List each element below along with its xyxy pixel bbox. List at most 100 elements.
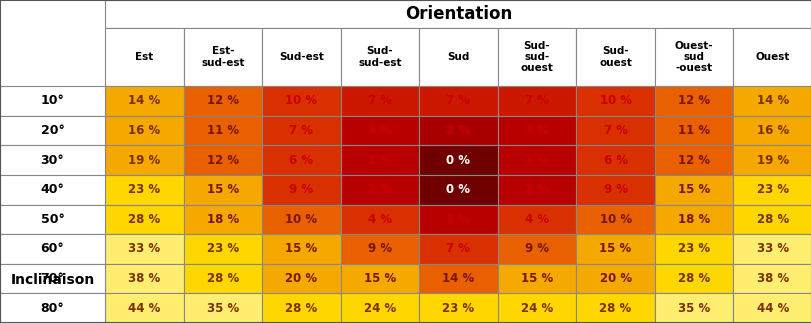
Bar bbox=[341, 204, 418, 234]
Text: 2 %: 2 % bbox=[446, 124, 470, 137]
Text: 28 %: 28 % bbox=[207, 272, 238, 285]
Bar bbox=[732, 204, 811, 234]
Text: 3 %: 3 % bbox=[367, 124, 392, 137]
Bar bbox=[262, 116, 341, 145]
Text: 4 %: 4 % bbox=[525, 213, 548, 226]
Text: 19 %: 19 % bbox=[128, 153, 161, 167]
Text: 28 %: 28 % bbox=[128, 213, 161, 226]
Bar bbox=[341, 264, 418, 293]
Text: 14 %: 14 % bbox=[128, 94, 161, 107]
Bar bbox=[183, 145, 262, 175]
Text: 50°: 50° bbox=[41, 213, 64, 226]
Text: 24 %: 24 % bbox=[521, 302, 552, 315]
Text: 30°: 30° bbox=[41, 153, 64, 167]
Bar bbox=[654, 204, 732, 234]
Bar bbox=[418, 234, 497, 264]
Text: 9 %: 9 % bbox=[603, 183, 627, 196]
Bar bbox=[183, 175, 262, 204]
Bar bbox=[418, 264, 497, 293]
Text: 14 %: 14 % bbox=[756, 94, 787, 107]
Text: 23 %: 23 % bbox=[442, 302, 474, 315]
Text: 16 %: 16 % bbox=[756, 124, 787, 137]
Text: Est: Est bbox=[135, 52, 153, 62]
Bar bbox=[0, 234, 105, 264]
Text: Ouest: Ouest bbox=[754, 52, 789, 62]
Text: 2 %: 2 % bbox=[367, 183, 392, 196]
Bar bbox=[732, 86, 811, 116]
Bar bbox=[418, 86, 497, 116]
Text: 15 %: 15 % bbox=[207, 183, 238, 196]
Bar bbox=[497, 234, 576, 264]
Text: 12 %: 12 % bbox=[207, 94, 238, 107]
Text: 7 %: 7 % bbox=[446, 94, 470, 107]
Bar bbox=[497, 264, 576, 293]
Bar bbox=[105, 0, 811, 28]
Bar bbox=[418, 28, 497, 86]
Bar bbox=[0, 86, 105, 116]
Text: 44 %: 44 % bbox=[128, 302, 161, 315]
Bar bbox=[341, 86, 418, 116]
Bar bbox=[262, 264, 341, 293]
Text: 12 %: 12 % bbox=[677, 94, 710, 107]
Bar bbox=[732, 264, 811, 293]
Text: 28 %: 28 % bbox=[599, 302, 631, 315]
Text: 10 %: 10 % bbox=[285, 94, 317, 107]
Text: Sud-
sud-est: Sud- sud-est bbox=[358, 47, 401, 68]
Text: 24 %: 24 % bbox=[363, 302, 396, 315]
Bar bbox=[576, 28, 654, 86]
Bar bbox=[576, 86, 654, 116]
Text: 10 %: 10 % bbox=[599, 94, 631, 107]
Bar bbox=[497, 86, 576, 116]
Bar bbox=[497, 175, 576, 204]
Text: Sud-est: Sud-est bbox=[279, 52, 324, 62]
Text: 3 %: 3 % bbox=[446, 213, 470, 226]
Bar bbox=[418, 145, 497, 175]
Text: 15 %: 15 % bbox=[363, 272, 396, 285]
Bar bbox=[576, 234, 654, 264]
Text: 28 %: 28 % bbox=[285, 302, 317, 315]
Text: 9 %: 9 % bbox=[289, 183, 313, 196]
Bar bbox=[497, 28, 576, 86]
Text: 7 %: 7 % bbox=[289, 124, 313, 137]
Text: 35 %: 35 % bbox=[677, 302, 710, 315]
Bar bbox=[183, 264, 262, 293]
Text: 40°: 40° bbox=[41, 183, 64, 196]
Bar bbox=[654, 234, 732, 264]
Text: 20°: 20° bbox=[41, 124, 64, 137]
Bar bbox=[183, 116, 262, 145]
Text: 1 %: 1 % bbox=[525, 153, 548, 167]
Bar bbox=[654, 116, 732, 145]
Text: 9 %: 9 % bbox=[525, 243, 548, 255]
Text: Inclinaison: Inclinaison bbox=[11, 273, 95, 287]
Text: 44 %: 44 % bbox=[756, 302, 788, 315]
Text: 0 %: 0 % bbox=[446, 183, 470, 196]
Text: 10 %: 10 % bbox=[599, 213, 631, 226]
Bar bbox=[0, 175, 105, 204]
Bar bbox=[105, 293, 183, 323]
Text: 7 %: 7 % bbox=[367, 94, 392, 107]
Text: 15 %: 15 % bbox=[521, 272, 552, 285]
Bar bbox=[732, 175, 811, 204]
Text: 12 %: 12 % bbox=[677, 153, 710, 167]
Bar bbox=[576, 204, 654, 234]
Bar bbox=[183, 28, 262, 86]
Text: 7 %: 7 % bbox=[446, 243, 470, 255]
Bar bbox=[341, 234, 418, 264]
Bar bbox=[418, 175, 497, 204]
Text: 11 %: 11 % bbox=[207, 124, 238, 137]
Bar bbox=[497, 145, 576, 175]
Text: 10°: 10° bbox=[41, 94, 64, 107]
Bar bbox=[0, 264, 105, 293]
Text: 9 %: 9 % bbox=[367, 243, 392, 255]
Text: 0 %: 0 % bbox=[446, 153, 470, 167]
Bar bbox=[262, 234, 341, 264]
Text: 60°: 60° bbox=[41, 243, 64, 255]
Bar bbox=[576, 145, 654, 175]
Bar bbox=[341, 28, 418, 86]
Text: 16 %: 16 % bbox=[128, 124, 161, 137]
Bar bbox=[105, 204, 183, 234]
Bar bbox=[105, 145, 183, 175]
Bar bbox=[341, 175, 418, 204]
Text: 6 %: 6 % bbox=[603, 153, 627, 167]
Bar bbox=[262, 28, 341, 86]
